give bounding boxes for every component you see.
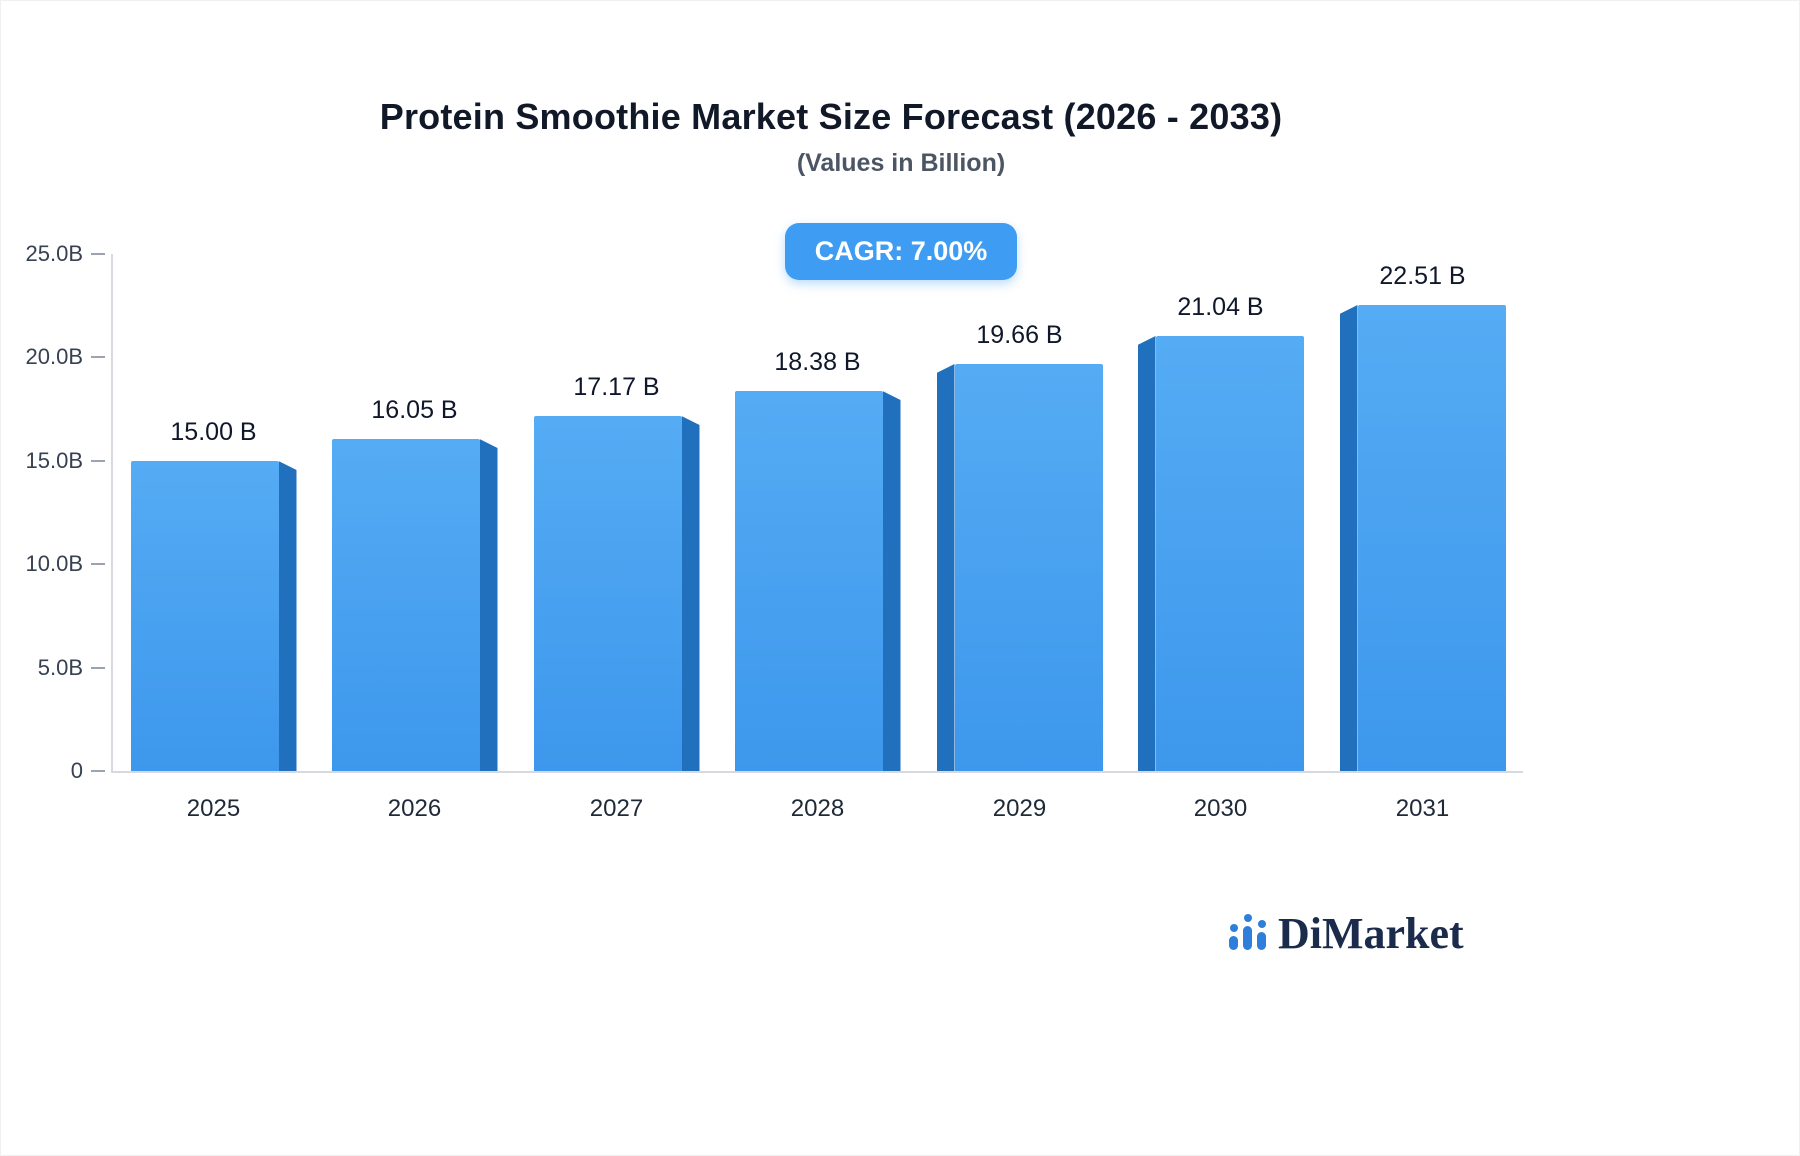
bar-depth-side [681, 416, 700, 771]
plot-area: 15.00 B 2025 16.05 B 2026 17.17 B 2027 18.38 B… [111, 254, 1523, 822]
bar-face [954, 364, 1103, 771]
bar-slot: 15.00 B 2025 [113, 254, 314, 822]
bar-slot: 18.38 B 2028 [717, 254, 918, 822]
brand-logo: DiMarket [1229, 904, 1464, 956]
bar [734, 391, 901, 771]
y-tick-label: 20.0B [25, 344, 84, 369]
bar-depth-side [479, 439, 498, 771]
bar-face [734, 391, 883, 771]
bar [331, 439, 498, 771]
bar-slot: 17.17 B 2027 [516, 254, 717, 822]
bar-value-label: 18.38 B [774, 348, 861, 376]
y-tick-mark [91, 460, 105, 462]
cagr-badge-row: CAGR: 7.00% [1, 223, 1799, 280]
y-tick-mark [91, 563, 105, 565]
bar-depth-side [936, 364, 955, 771]
bar-value-label: 19.66 B [976, 321, 1063, 349]
bar-face [1357, 305, 1506, 771]
x-axis-label: 2028 [790, 795, 845, 822]
bar-depth-side [278, 461, 297, 771]
bar-value-label: 21.04 B [1177, 293, 1264, 321]
cagr-badge: CAGR: 7.00% [784, 223, 1018, 280]
chart-title: Protein Smoothie Market Size Forecast (2… [379, 96, 1283, 137]
bar [1137, 336, 1304, 771]
x-axis-label: 2030 [1193, 795, 1248, 822]
bar-face [331, 439, 480, 771]
x-axis-label: 2026 [387, 795, 442, 822]
bar-slot: 19.66 B 2029 [919, 254, 1120, 822]
bar [533, 416, 700, 771]
brand-name: DiMarket [1278, 909, 1464, 958]
bar-slot: 21.04 B 2030 [1120, 254, 1321, 822]
bar-value-label: 16.05 B [371, 396, 458, 424]
bar-face [130, 461, 279, 771]
y-tick-label: 25.0B [25, 241, 84, 266]
x-axis-label: 2025 [186, 795, 241, 822]
bar-slot: 16.05 B 2026 [314, 254, 515, 822]
bar-value-label: 17.17 B [573, 373, 660, 401]
bar-value-label: 22.51 B [1379, 262, 1466, 290]
y-tick-mark [91, 667, 105, 669]
bar-face [533, 416, 682, 771]
bar [1339, 305, 1506, 771]
y-tick-label: 15.0B [25, 448, 84, 473]
bar-chart-logo-icon [1229, 904, 1266, 956]
y-tick-label: 10.0B [25, 551, 84, 576]
bar-depth-side [882, 391, 901, 771]
y-tick-mark [91, 253, 105, 255]
bar-value-label: 15.00 B [170, 418, 257, 446]
bar-face [1155, 336, 1304, 771]
bar-depth-side [1137, 336, 1156, 771]
y-axis: 0 5.0B 10.0B 15.0B 20.0B 25.0B [1, 241, 111, 783]
bar [936, 364, 1103, 771]
y-tick-mark [91, 356, 105, 358]
bar [130, 461, 297, 771]
chart-subtitle: (Values in Billion) [796, 149, 1006, 177]
y-tick-mark [91, 770, 105, 772]
x-axis-label: 2031 [1395, 795, 1450, 822]
y-tick-label: 0 [70, 758, 83, 783]
x-axis-label: 2027 [589, 795, 644, 822]
bar-slot: 22.51 B 2031 [1322, 254, 1523, 822]
y-tick-label: 5.0B [37, 655, 83, 680]
bar-depth-side [1339, 305, 1358, 771]
x-axis-label: 2029 [992, 795, 1047, 822]
